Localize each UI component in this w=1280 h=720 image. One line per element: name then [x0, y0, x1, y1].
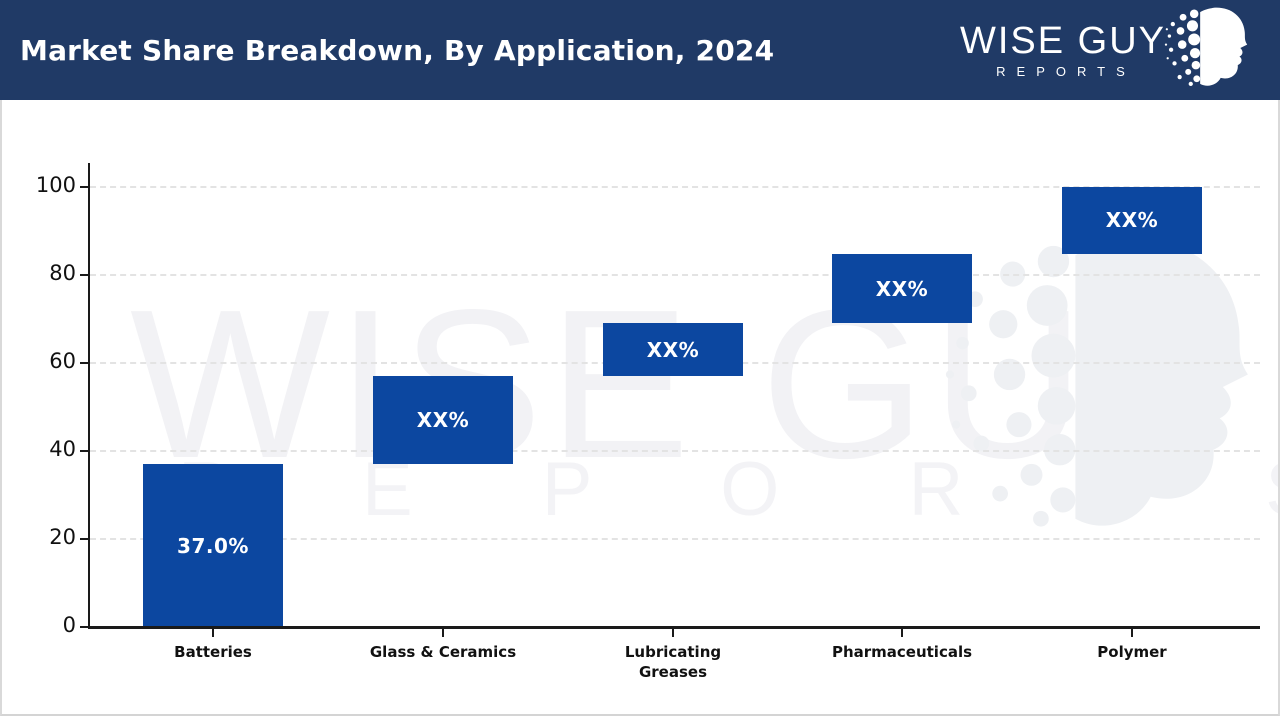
page-title: Market Share Breakdown, By Application, …	[20, 33, 775, 67]
bar-value-label: 37.0%	[177, 533, 249, 558]
x-axis-label-glass-ceramics: Glass & Ceramics	[369, 643, 517, 661]
brand-logo-name: WISE GUY	[959, 19, 1166, 62]
x-axis	[88, 626, 1260, 629]
wiseguy-head-icon	[1160, 4, 1254, 96]
brand-logo-text: WISE GUY REPORTS	[960, 22, 1166, 79]
watermark-head-icon	[928, 212, 1273, 566]
bar-value-label: XX%	[875, 276, 929, 301]
brand-logo-subtitle: REPORTS	[996, 63, 1136, 79]
y-axis-tick	[80, 450, 90, 452]
gridline-y-20	[90, 538, 1260, 540]
header-bar: Market Share Breakdown, By Application, …	[0, 0, 1280, 100]
y-axis-tick-label: 100	[35, 173, 76, 197]
bar-glass-ceramics: XX%	[373, 376, 513, 465]
y-axis-tick-label: 0	[62, 613, 76, 637]
gridline-y-100	[90, 186, 1260, 188]
bar-value-label: XX%	[416, 408, 470, 433]
bar-value-label: XX%	[646, 337, 700, 362]
bar-batteries: 37.0%	[143, 464, 283, 627]
y-axis-tick-label: 20	[49, 525, 76, 549]
x-axis-tick	[442, 629, 444, 637]
x-axis-label-lubricating-greases: Lubricating Greases	[624, 643, 722, 682]
chart-area: WISE GUY R E P O R T S 0 20 40 60 80 100 37.0%…	[0, 100, 1280, 716]
bar-polymer: XX%	[1062, 187, 1202, 254]
x-axis-tick	[901, 629, 903, 637]
y-axis-tick	[80, 626, 90, 628]
y-axis	[88, 163, 90, 629]
bar-lubricating-greases: XX%	[603, 323, 743, 377]
bar-pharmaceuticals: XX%	[832, 253, 972, 324]
x-axis-label-pharmaceuticals: Pharmaceuticals	[831, 643, 973, 661]
x-axis-label-polymer: Polymer	[1097, 643, 1167, 661]
y-axis-tick	[80, 538, 90, 540]
gridline-y-80	[90, 274, 1260, 276]
brand-logo: WISE GUY REPORTS	[960, 4, 1254, 96]
y-axis-tick	[80, 186, 90, 188]
y-axis-tick-label: 40	[49, 437, 76, 461]
y-axis-tick	[80, 362, 90, 364]
y-axis-tick-label: 80	[49, 261, 76, 285]
x-axis-label-batteries: Batteries	[174, 643, 252, 661]
gridline-y-40	[90, 450, 1260, 452]
bar-value-label: XX%	[1105, 208, 1159, 233]
x-axis-tick	[212, 629, 214, 637]
x-axis-tick	[1131, 629, 1133, 637]
y-axis-tick-label: 60	[49, 349, 76, 373]
x-axis-tick	[672, 629, 674, 637]
y-axis-tick	[80, 274, 90, 276]
